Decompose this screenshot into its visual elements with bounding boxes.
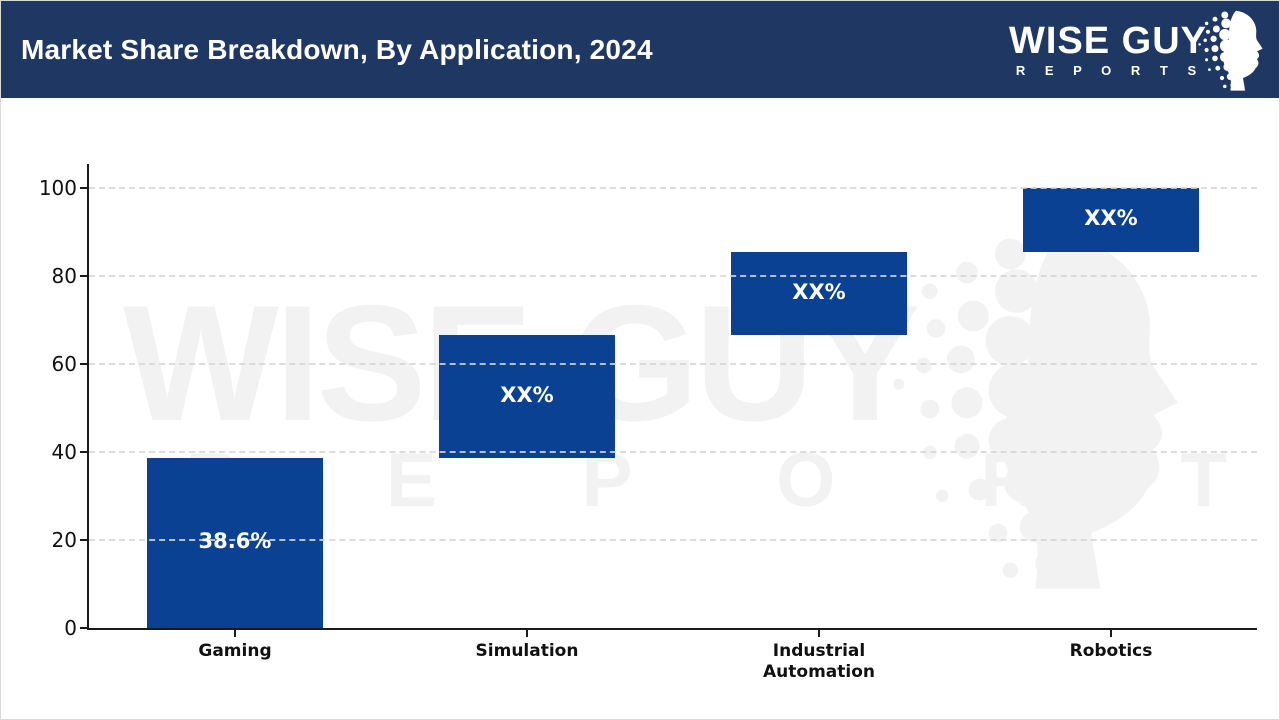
y-axis-line	[87, 164, 89, 630]
y-tick-label: 0	[64, 616, 77, 640]
x-tick-label: Robotics	[1069, 641, 1153, 661]
bar-value-label: XX%	[500, 382, 554, 407]
brand-subtitle: R E P O R T S	[1015, 62, 1205, 78]
gridline	[89, 187, 1257, 189]
x-tick-mark	[526, 628, 528, 637]
brand-text: WISE GUY R E P O R T S	[1009, 22, 1207, 78]
bar-value-label: XX%	[1084, 205, 1138, 230]
y-tick-label: 80	[51, 264, 77, 288]
y-tick-mark	[80, 363, 89, 365]
brand-logo: WISE GUY R E P O R T S	[1009, 8, 1265, 92]
y-tick-label: 20	[51, 528, 77, 552]
gridline	[89, 275, 1257, 277]
bar-value-label: XX%	[792, 279, 846, 304]
bar	[439, 335, 615, 459]
x-tick-mark	[234, 628, 236, 637]
x-tick-label: Industrial Automation	[763, 641, 875, 682]
x-tick-label: Simulation	[475, 641, 579, 661]
y-tick-label: 40	[51, 440, 77, 464]
y-tick-mark	[80, 539, 89, 541]
x-tick-label: Gaming	[198, 641, 272, 661]
x-axis-line	[87, 628, 1257, 630]
brand-name: WISE GUY	[1008, 19, 1207, 62]
y-tick-label: 60	[51, 352, 77, 376]
bar-value-label: 38.6%	[198, 529, 272, 554]
x-tick-mark	[818, 628, 820, 637]
y-tick-mark	[80, 451, 89, 453]
x-tick-mark	[1110, 628, 1112, 637]
y-tick-mark	[80, 275, 89, 277]
bar	[147, 458, 323, 628]
header: Market Share Breakdown, By Application, …	[1, 1, 1279, 98]
page-title: Market Share Breakdown, By Application, …	[21, 33, 653, 65]
y-tick-label: 100	[38, 176, 77, 200]
gridline	[89, 539, 1257, 541]
y-tick-mark	[80, 187, 89, 189]
gridline	[89, 451, 1257, 453]
gridline	[89, 363, 1257, 365]
bar	[1023, 188, 1199, 252]
bar	[731, 251, 907, 336]
y-tick-mark	[80, 627, 89, 629]
